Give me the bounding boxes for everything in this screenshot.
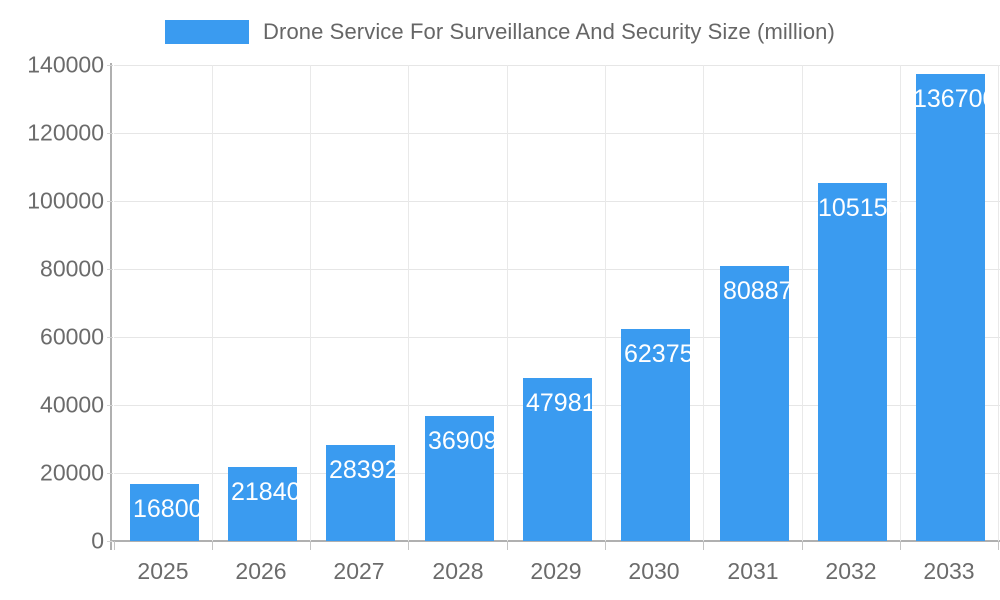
bar-value-label-2033: 136700 xyxy=(913,84,997,113)
x-tick-mark xyxy=(703,541,704,550)
y-axis-line xyxy=(110,63,112,550)
gridline-horizontal xyxy=(114,337,1000,338)
legend-color-swatch-icon xyxy=(165,20,250,44)
x-tick-mark xyxy=(900,541,901,550)
bar-2029[interactable] xyxy=(523,377,592,541)
x-tick-mark xyxy=(605,541,606,550)
y-tick-mark xyxy=(107,65,113,66)
gridline-vertical xyxy=(408,65,409,541)
x-tick-label-2032: 2032 xyxy=(825,558,877,584)
chart-legend: Drone Service For Surveillance And Secur… xyxy=(0,12,1000,52)
gridline-horizontal xyxy=(114,269,1000,270)
legend-item-drone-service[interactable]: Drone Service For Surveillance And Secur… xyxy=(165,19,835,45)
x-tick-label-2026: 2026 xyxy=(235,558,287,584)
x-tick-mark xyxy=(507,541,508,550)
y-tick-label: 60000 xyxy=(40,323,104,350)
gridline-vertical xyxy=(703,65,704,541)
bar-2025[interactable] xyxy=(130,484,199,541)
y-tick-label: 80000 xyxy=(40,255,104,282)
y-tick-mark xyxy=(107,269,113,270)
y-tick-mark xyxy=(107,473,113,474)
x-tick-mark xyxy=(114,541,115,550)
bar-2033[interactable] xyxy=(916,73,985,541)
y-tick-mark xyxy=(107,133,113,134)
y-tick-label: 120000 xyxy=(27,119,104,146)
bar-value-label-2031: 80887 xyxy=(723,276,793,305)
bar-2032[interactable] xyxy=(818,183,887,541)
x-tick-mark xyxy=(802,541,803,550)
y-tick-label: 100000 xyxy=(27,187,104,214)
gridline-vertical xyxy=(310,65,311,541)
x-tick-label-2028: 2028 xyxy=(432,558,484,584)
legend-label: Drone Service For Surveillance And Secur… xyxy=(263,19,835,44)
gridline-vertical xyxy=(507,65,508,541)
y-tick-label: 140000 xyxy=(27,51,104,78)
gridline-vertical xyxy=(998,65,999,541)
gridline-horizontal xyxy=(114,65,1000,66)
bar-value-label-2026: 21840 xyxy=(231,477,301,506)
x-tick-mark xyxy=(212,541,213,550)
gridline-vertical xyxy=(212,65,213,541)
bar-2030[interactable] xyxy=(621,328,690,541)
bar-value-label-2029: 47981 xyxy=(526,388,596,417)
y-tick-label: 40000 xyxy=(40,391,104,418)
bar-value-label-2030: 62375 xyxy=(624,339,694,368)
x-axis-line xyxy=(110,540,1000,542)
y-tick-mark xyxy=(107,337,113,338)
bar-value-label-2028: 36909 xyxy=(428,426,498,455)
bar-2027[interactable] xyxy=(326,444,395,541)
bar-value-label-2025: 16800 xyxy=(133,495,203,523)
y-tick-label: 0 xyxy=(91,527,104,554)
x-tick-mark xyxy=(408,541,409,550)
y-tick-label: 20000 xyxy=(40,459,104,486)
y-tick-mark xyxy=(107,405,113,406)
x-tick-mark xyxy=(998,541,999,550)
gridline-vertical xyxy=(605,65,606,541)
bar-value-label-2027: 28392 xyxy=(329,455,399,484)
x-tick-label-2030: 2030 xyxy=(628,558,680,584)
bar-2031[interactable] xyxy=(720,265,789,541)
x-tick-label-2031: 2031 xyxy=(727,558,779,584)
gridline-horizontal xyxy=(114,201,1000,202)
bar-2028[interactable] xyxy=(425,415,494,541)
x-tick-label-2025: 2025 xyxy=(137,558,189,584)
y-tick-mark xyxy=(107,201,113,202)
x-tick-label-2029: 2029 xyxy=(530,558,582,584)
bar-value-label-2032: 105153 xyxy=(818,194,902,223)
x-tick-mark xyxy=(310,541,311,550)
x-tick-label-2027: 2027 xyxy=(333,558,385,584)
gridline-horizontal xyxy=(114,133,1000,134)
gridline-vertical xyxy=(802,65,803,541)
x-tick-label-2033: 2033 xyxy=(923,558,975,584)
y-axis-ticks: 0 20000 40000 60000 80000 100000 120000 … xyxy=(0,0,114,600)
bar-2026[interactable] xyxy=(228,466,297,541)
gridline-vertical xyxy=(900,65,901,541)
y-tick-mark xyxy=(107,541,113,542)
